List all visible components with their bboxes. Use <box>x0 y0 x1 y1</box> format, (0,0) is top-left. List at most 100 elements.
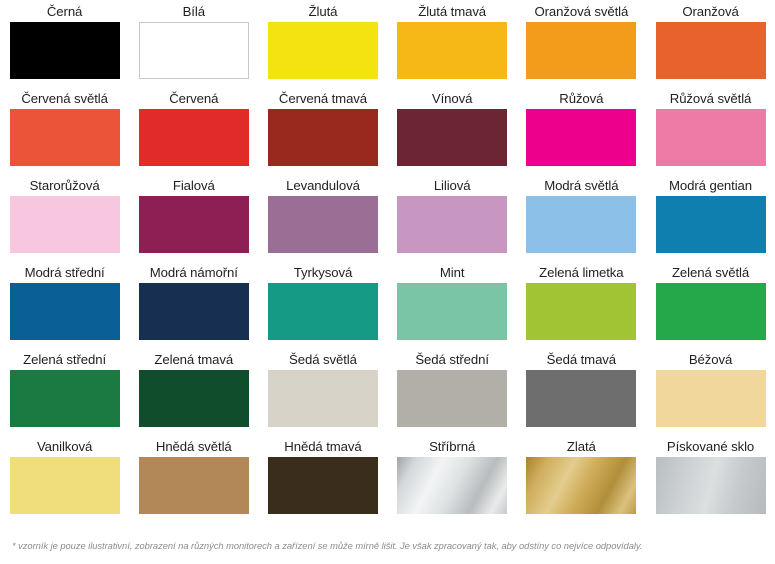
swatch-cell[interactable]: Žlutá tmavá <box>388 0 517 87</box>
swatch-color-chip[interactable] <box>397 196 508 253</box>
swatch-color-chip[interactable] <box>138 457 249 514</box>
swatch-cell[interactable]: Červená <box>129 87 258 174</box>
swatch-cell[interactable]: Mint <box>388 261 517 348</box>
swatch-color-chip[interactable] <box>138 283 249 340</box>
swatch-label: Béžová <box>688 351 733 367</box>
swatch-color-chip[interactable] <box>267 109 378 166</box>
swatch-cell[interactable]: Růžová <box>517 87 646 174</box>
swatch-cell[interactable]: Zelená střední <box>0 348 129 435</box>
footnote-disclaimer: * vzorník je pouze ilustrativní, zobraze… <box>12 540 643 551</box>
swatch-color-chip[interactable] <box>526 370 637 427</box>
swatch-label: Zelená tmavá <box>154 351 234 367</box>
swatch-cell[interactable]: Zelená světlá <box>646 261 775 348</box>
swatch-label: Červená světlá <box>21 90 108 106</box>
swatch-cell[interactable]: Zelená limetka <box>517 261 646 348</box>
swatch-color-chip[interactable] <box>138 196 249 253</box>
swatch-color-chip[interactable] <box>655 109 766 166</box>
swatch-label: Šedá světlá <box>289 351 357 367</box>
swatch-color-chip[interactable] <box>138 22 249 79</box>
swatch-cell[interactable]: Bílá <box>129 0 258 87</box>
swatch-color-chip[interactable] <box>9 196 120 253</box>
swatch-color-chip[interactable] <box>397 457 508 514</box>
swatch-cell[interactable]: Oranžová světlá <box>517 0 646 87</box>
swatch-label: Vínová <box>431 90 473 106</box>
swatch-color-chip[interactable] <box>9 109 120 166</box>
swatch-color-chip[interactable] <box>397 109 508 166</box>
swatch-label: Červená <box>169 90 219 106</box>
swatch-label: Šedá střední <box>415 351 489 367</box>
swatch-color-chip[interactable] <box>397 22 508 79</box>
swatch-cell[interactable]: Vanilková <box>0 435 129 522</box>
swatch-cell[interactable]: Černá <box>0 0 129 87</box>
swatch-cell[interactable]: Béžová <box>646 348 775 435</box>
swatch-color-chip[interactable] <box>9 283 120 340</box>
swatch-cell[interactable]: Modrá námořní <box>129 261 258 348</box>
swatch-color-chip[interactable] <box>655 22 766 79</box>
swatch-color-chip[interactable] <box>526 457 637 514</box>
swatch-cell[interactable]: Hnědá tmavá <box>258 435 387 522</box>
swatch-label: Růžová světlá <box>669 90 752 106</box>
swatch-color-chip[interactable] <box>138 370 249 427</box>
swatch-cell[interactable]: Červená světlá <box>0 87 129 174</box>
swatch-cell[interactable]: Šedá světlá <box>258 348 387 435</box>
swatch-color-chip[interactable] <box>267 457 378 514</box>
swatch-cell[interactable]: Modrá gentian <box>646 174 775 261</box>
swatch-color-chip[interactable] <box>267 283 378 340</box>
swatch-color-chip[interactable] <box>9 22 120 79</box>
swatch-cell[interactable]: Zlatá <box>517 435 646 522</box>
swatch-cell[interactable]: Tyrkysová <box>258 261 387 348</box>
swatch-cell[interactable]: Stříbrná <box>388 435 517 522</box>
swatch-label: Modrá střední <box>24 264 105 280</box>
swatch-cell[interactable]: Oranžová <box>646 0 775 87</box>
swatch-label: Tyrkysová <box>293 264 353 280</box>
swatch-color-chip[interactable] <box>267 22 378 79</box>
swatch-color-chip[interactable] <box>526 109 637 166</box>
swatch-cell[interactable]: Hnědá světlá <box>129 435 258 522</box>
swatch-color-chip[interactable] <box>655 283 766 340</box>
swatch-color-chip[interactable] <box>138 109 249 166</box>
swatch-label: Modrá světlá <box>544 177 619 193</box>
swatch-cell[interactable]: Starorůžová <box>0 174 129 261</box>
swatch-label: Bílá <box>182 3 205 19</box>
swatch-cell[interactable]: Liliová <box>388 174 517 261</box>
swatch-color-chip[interactable] <box>526 22 637 79</box>
swatch-cell[interactable]: Zelená tmavá <box>129 348 258 435</box>
swatch-cell[interactable]: Modrá světlá <box>517 174 646 261</box>
swatch-label: Stříbrná <box>429 438 476 454</box>
swatch-label: Zlatá <box>566 438 596 454</box>
swatch-label: Zelená limetka <box>539 264 624 280</box>
color-swatch-grid: Černá Bílá Žlutá Žlutá tmavá Oranžová světlá… <box>0 0 775 522</box>
swatch-label: Vanilková <box>36 438 93 454</box>
swatch-label: Starorůžová <box>29 177 100 193</box>
swatch-cell[interactable]: Žlutá <box>258 0 387 87</box>
swatch-color-chip[interactable] <box>655 370 766 427</box>
swatch-color-chip[interactable] <box>397 370 508 427</box>
swatch-color-chip[interactable] <box>9 457 120 514</box>
swatch-color-chip[interactable] <box>526 196 637 253</box>
swatch-label: Fialová <box>172 177 215 193</box>
swatch-color-chip[interactable] <box>655 457 766 514</box>
swatch-label: Červená tmavá <box>278 90 368 106</box>
swatch-label: Oranžová světlá <box>534 3 629 19</box>
swatch-label: Pískované sklo <box>666 438 755 454</box>
swatch-cell[interactable]: Fialová <box>129 174 258 261</box>
swatch-color-chip[interactable] <box>655 196 766 253</box>
swatch-cell[interactable]: Pískované sklo <box>646 435 775 522</box>
swatch-label: Modrá námořní <box>149 264 238 280</box>
swatch-label: Žlutá tmavá <box>418 3 487 19</box>
swatch-cell[interactable]: Šedá střední <box>388 348 517 435</box>
swatch-cell[interactable]: Červená tmavá <box>258 87 387 174</box>
swatch-cell[interactable]: Levandulová <box>258 174 387 261</box>
swatch-cell[interactable]: Vínová <box>388 87 517 174</box>
swatch-label: Levandulová <box>286 177 360 193</box>
swatch-color-chip[interactable] <box>9 370 120 427</box>
swatch-color-chip[interactable] <box>267 196 378 253</box>
swatch-cell[interactable]: Modrá střední <box>0 261 129 348</box>
swatch-label: Zelená střední <box>23 351 107 367</box>
swatch-cell[interactable]: Růžová světlá <box>646 87 775 174</box>
swatch-color-chip[interactable] <box>267 370 378 427</box>
swatch-color-chip[interactable] <box>397 283 508 340</box>
swatch-label: Černá <box>46 3 83 19</box>
swatch-cell[interactable]: Šedá tmavá <box>517 348 646 435</box>
swatch-color-chip[interactable] <box>526 283 637 340</box>
